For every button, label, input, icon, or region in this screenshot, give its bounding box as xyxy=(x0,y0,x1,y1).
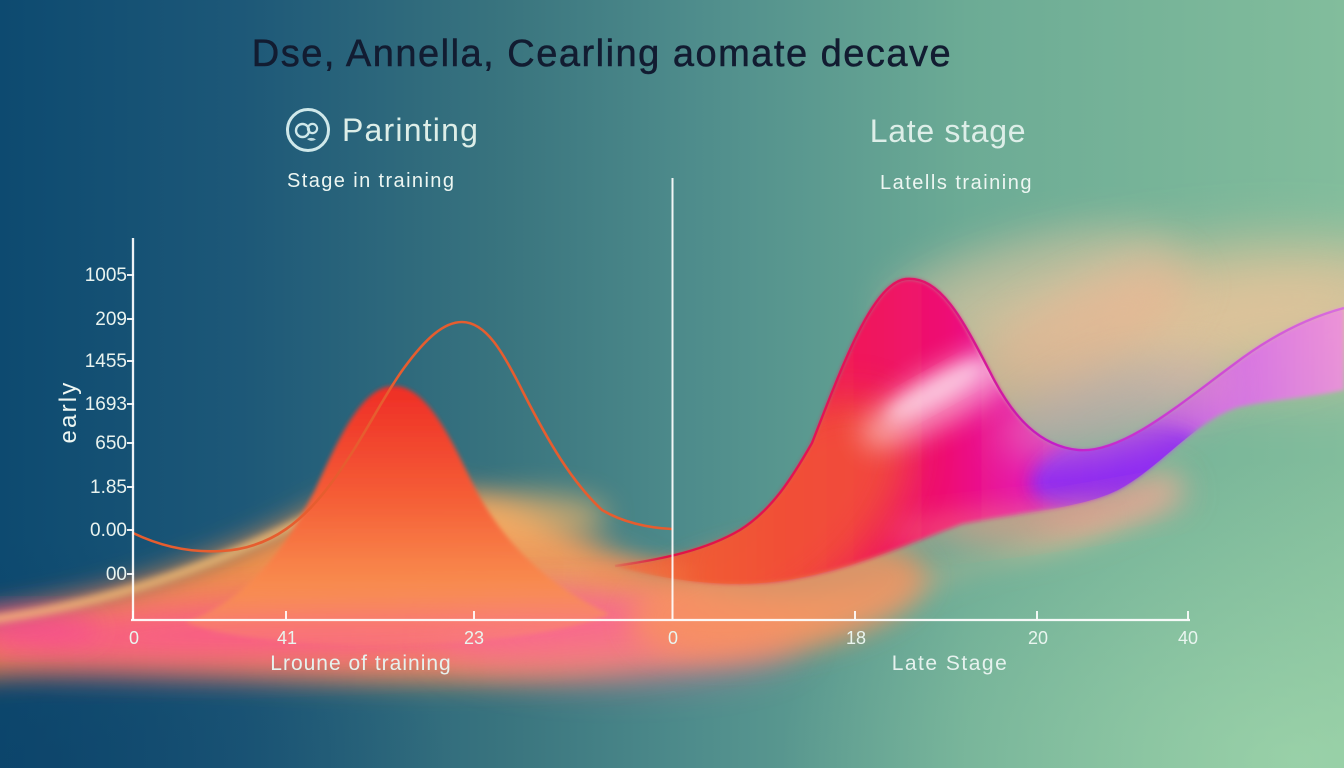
svg-text:1693: 1693 xyxy=(85,394,127,415)
svg-text:Parinting: Parinting xyxy=(342,112,479,148)
svg-text:Lroune of training: Lroune of training xyxy=(270,652,451,675)
svg-text:41: 41 xyxy=(277,628,297,648)
svg-text:0: 0 xyxy=(668,628,678,648)
svg-text:0: 0 xyxy=(129,628,139,648)
svg-text:209: 209 xyxy=(95,309,127,330)
svg-text:early: early xyxy=(55,380,82,443)
svg-text:18: 18 xyxy=(846,628,866,648)
svg-text:1.85: 1.85 xyxy=(90,477,127,498)
svg-text:Dse, Annella, Cearling aomate: Dse, Annella, Cearling aomate decave xyxy=(252,33,952,75)
svg-text:Late Stage: Late Stage xyxy=(892,652,1009,675)
svg-text:00: 00 xyxy=(106,564,127,585)
svg-text:650: 650 xyxy=(95,433,127,454)
svg-text:23: 23 xyxy=(464,628,484,648)
svg-text:Latells training: Latells training xyxy=(880,172,1033,194)
svg-text:0.00: 0.00 xyxy=(90,520,127,541)
svg-text:20: 20 xyxy=(1028,628,1048,648)
svg-text:1005: 1005 xyxy=(85,265,127,286)
svg-text:Late stage: Late stage xyxy=(870,113,1026,149)
svg-text:40: 40 xyxy=(1178,628,1198,648)
svg-text:1455: 1455 xyxy=(85,351,127,372)
svg-text:Stage in training: Stage in training xyxy=(287,170,455,192)
